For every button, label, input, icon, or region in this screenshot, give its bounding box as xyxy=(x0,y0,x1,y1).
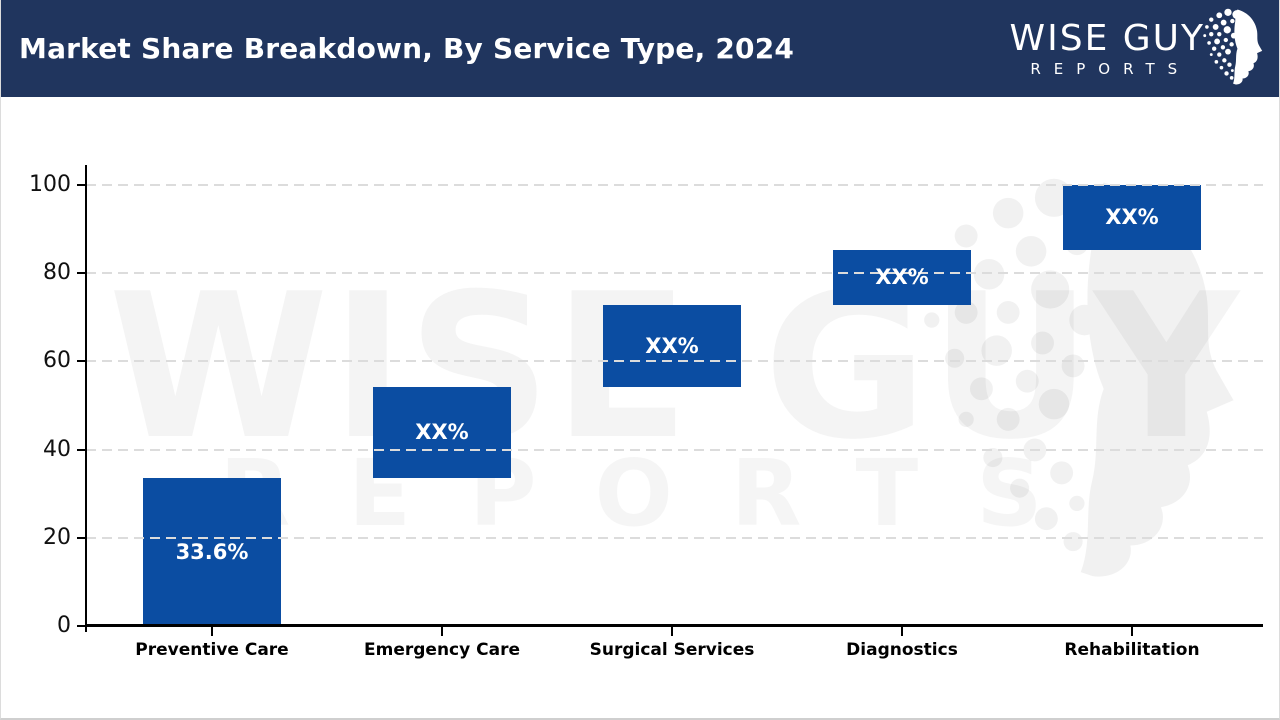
bar-value-label-rehabilitation: XX% xyxy=(1105,205,1159,230)
gridline-80 xyxy=(86,272,1263,275)
y-axis-label-60: 60 xyxy=(43,348,71,374)
x-axis-label-diagnostics: Diagnostics xyxy=(846,640,958,660)
x-axis-line xyxy=(86,624,1263,627)
y-axis-line xyxy=(85,165,87,632)
bar-rehabilitation xyxy=(1063,185,1201,250)
y-axis-label-20: 20 xyxy=(43,524,71,550)
x-tick-emergency-care xyxy=(441,627,443,636)
gridline-20 xyxy=(86,536,1263,539)
logo-wiseguy-label: WISE GUY xyxy=(1009,17,1205,59)
y-tick-20 xyxy=(77,536,86,539)
y-axis-label-0: 0 xyxy=(57,613,71,638)
gridline-100 xyxy=(86,184,1263,186)
x-axis-label-rehabilitation: Rehabilitation xyxy=(1064,640,1200,660)
bar-value-label-preventive-care: 33.6% xyxy=(175,539,249,564)
header-bar: Market Share Breakdown, By Service Type,… xyxy=(1,0,1279,97)
brand-logo: WISE GUY REPORTS xyxy=(1010,8,1266,88)
x-axis-label-preventive-care: Preventive Care xyxy=(135,640,289,660)
gridline-40 xyxy=(86,448,1263,451)
bar-preventive-care xyxy=(143,477,281,626)
face-logo-icon xyxy=(1191,8,1265,88)
y-tick-60 xyxy=(77,360,86,363)
gridline-60 xyxy=(86,360,1263,363)
x-tick-preventive-care xyxy=(211,627,213,636)
x-tick-diagnostics xyxy=(901,627,903,636)
watermark-reports-text: REPORTS xyxy=(86,448,1176,540)
bar-emergency-care xyxy=(373,386,511,478)
x-tick-surgical-services xyxy=(671,627,673,636)
x-axis-label-emergency-care: Emergency Care xyxy=(364,640,520,660)
bar-diagnostics xyxy=(833,249,971,305)
logo-reports-label: REPORTS xyxy=(1030,59,1191,78)
y-axis-label-40: 40 xyxy=(43,436,71,462)
bar-surgical-services xyxy=(603,304,741,387)
x-axis-label-surgical-services: Surgical Services xyxy=(589,640,755,660)
y-tick-40 xyxy=(77,448,86,451)
brand-logo-text: WISE GUY REPORTS xyxy=(1009,17,1206,78)
bar-value-label-diagnostics: XX% xyxy=(875,265,929,290)
y-tick-80 xyxy=(77,272,86,275)
chart-title: Market Share Breakdown, By Service Type,… xyxy=(19,32,795,65)
y-tick-100 xyxy=(77,184,86,186)
bar-value-label-emergency-care: XX% xyxy=(415,420,469,445)
y-tick-0 xyxy=(77,625,86,627)
x-tick-rehabilitation xyxy=(1131,627,1133,636)
y-axis-label-100: 100 xyxy=(29,172,71,197)
bar-value-label-surgical-services: XX% xyxy=(645,333,699,358)
y-axis-label-80: 80 xyxy=(43,260,71,286)
